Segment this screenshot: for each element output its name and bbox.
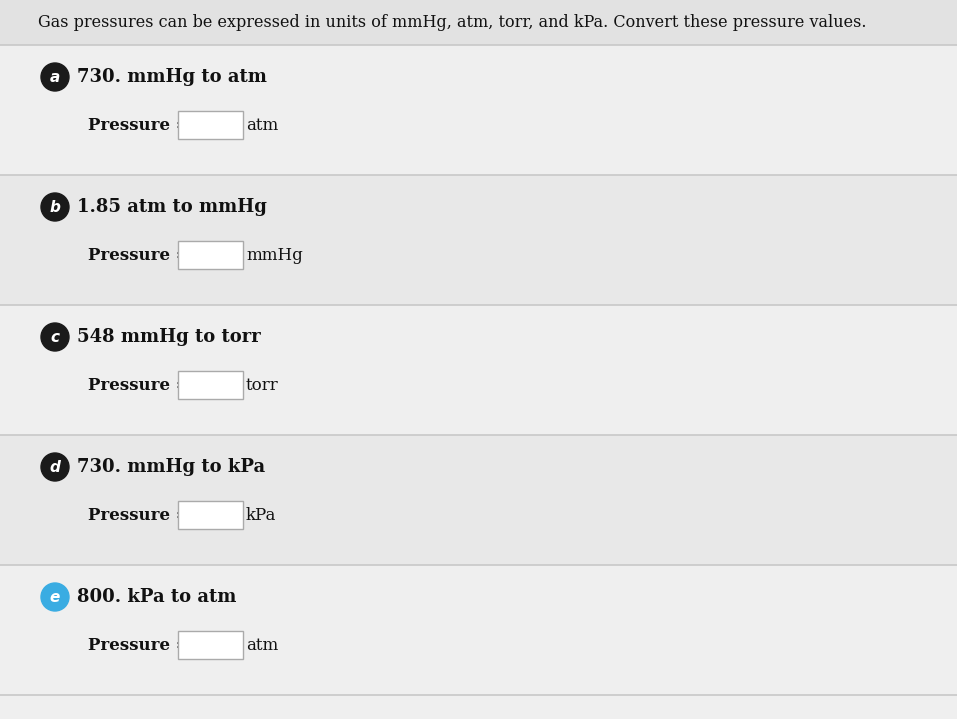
Text: Pressure =: Pressure = (88, 506, 189, 523)
Text: Pressure =: Pressure = (88, 377, 189, 393)
Text: kPa: kPa (246, 506, 277, 523)
FancyBboxPatch shape (178, 631, 243, 659)
Circle shape (41, 323, 69, 351)
FancyBboxPatch shape (0, 45, 957, 175)
FancyBboxPatch shape (0, 175, 957, 305)
Text: c: c (51, 329, 59, 344)
FancyBboxPatch shape (0, 435, 957, 565)
Text: d: d (50, 459, 60, 475)
Text: atm: atm (246, 636, 278, 654)
Text: b: b (50, 199, 60, 214)
Text: 548 mmHg to torr: 548 mmHg to torr (77, 328, 260, 346)
Circle shape (41, 63, 69, 91)
Text: 800. kPa to atm: 800. kPa to atm (77, 588, 236, 606)
FancyBboxPatch shape (0, 0, 957, 45)
Text: Pressure =: Pressure = (88, 247, 189, 263)
Text: 1.85 atm to mmHg: 1.85 atm to mmHg (77, 198, 267, 216)
Text: mmHg: mmHg (246, 247, 302, 263)
FancyBboxPatch shape (178, 371, 243, 399)
Text: a: a (50, 70, 60, 85)
FancyBboxPatch shape (178, 111, 243, 139)
Text: e: e (50, 590, 60, 605)
Text: atm: atm (246, 116, 278, 134)
FancyBboxPatch shape (0, 305, 957, 435)
FancyBboxPatch shape (178, 241, 243, 269)
Text: 730. mmHg to atm: 730. mmHg to atm (77, 68, 267, 86)
Text: Gas pressures can be expressed in units of mmHg, atm, torr, and kPa. Convert the: Gas pressures can be expressed in units … (38, 14, 866, 31)
Circle shape (41, 453, 69, 481)
Text: torr: torr (246, 377, 278, 393)
Text: Pressure =: Pressure = (88, 636, 189, 654)
Circle shape (41, 583, 69, 611)
Text: 730. mmHg to kPa: 730. mmHg to kPa (77, 458, 265, 476)
Text: Pressure =: Pressure = (88, 116, 189, 134)
FancyBboxPatch shape (178, 501, 243, 529)
FancyBboxPatch shape (0, 565, 957, 695)
Circle shape (41, 193, 69, 221)
